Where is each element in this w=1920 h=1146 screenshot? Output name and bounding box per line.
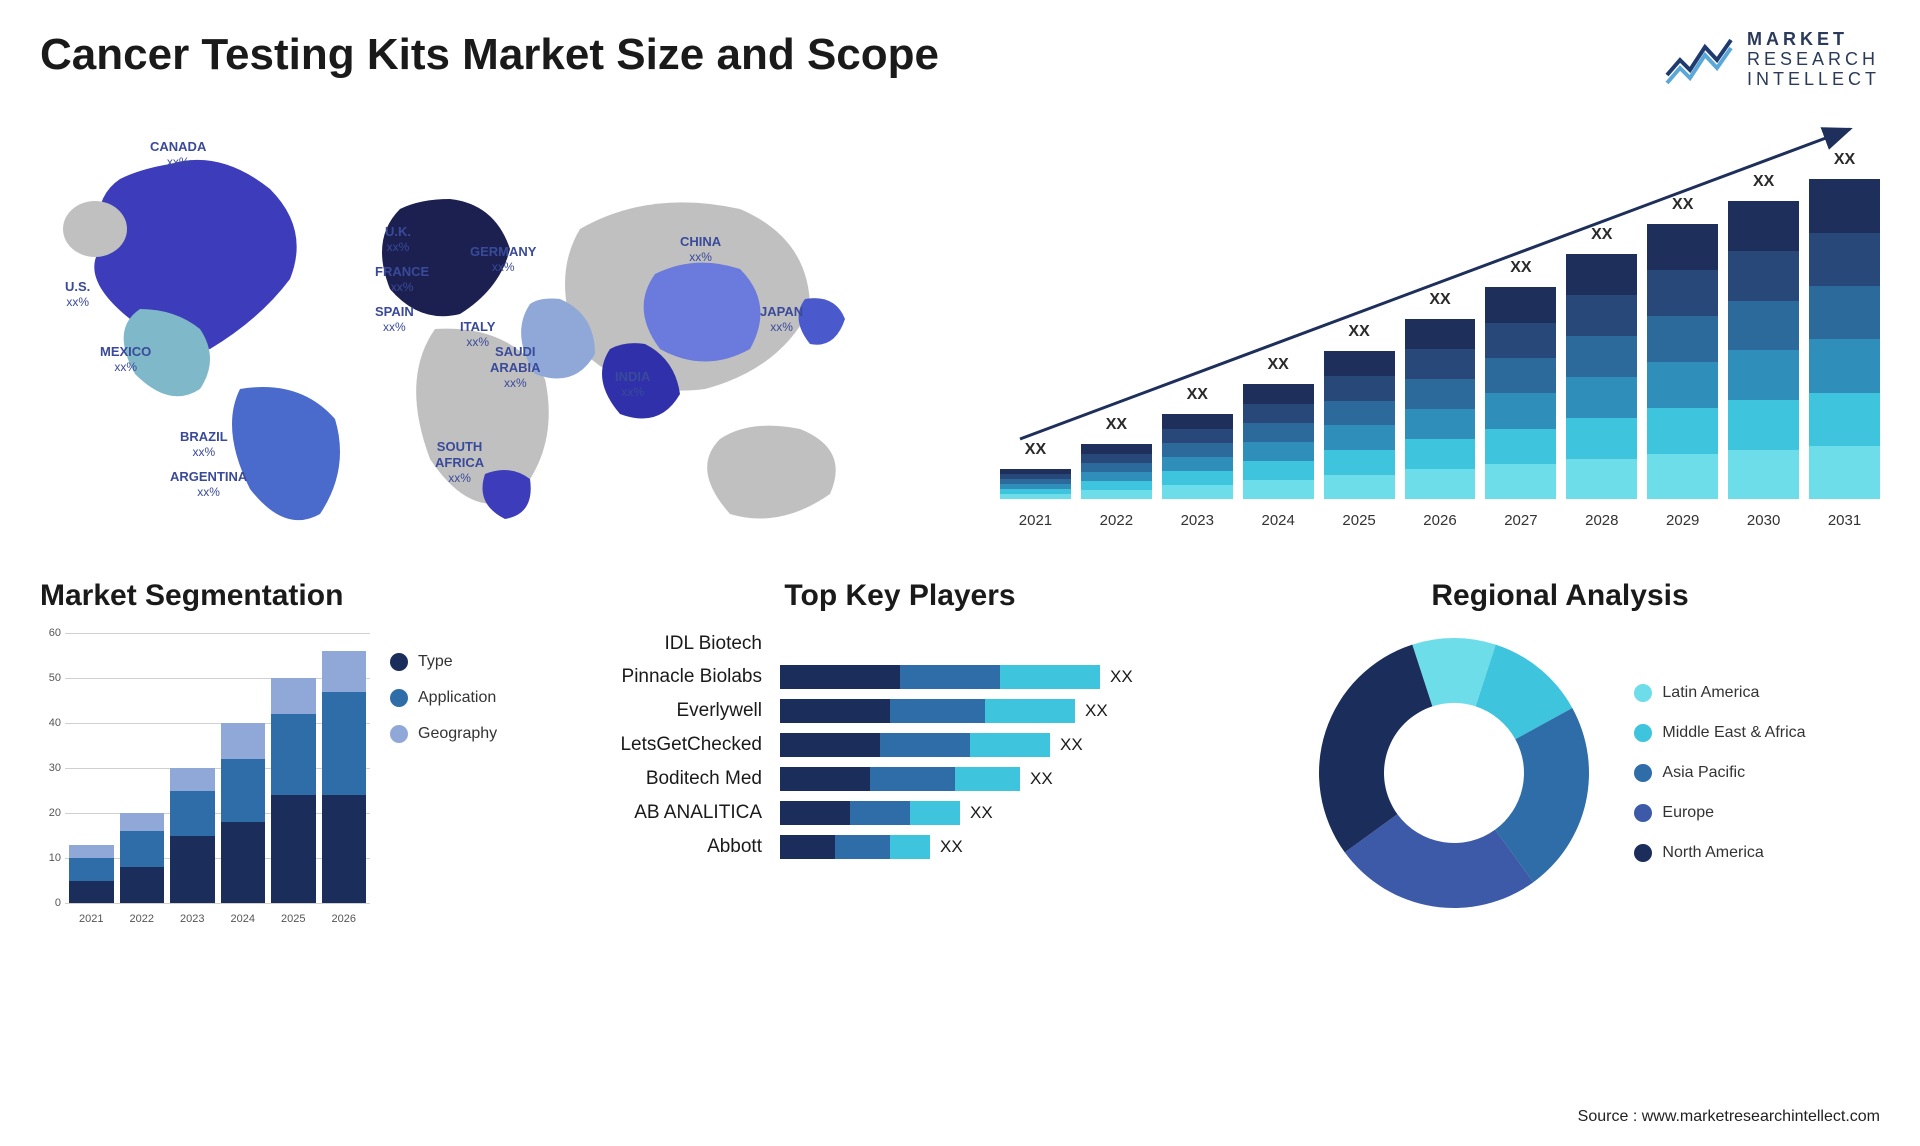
legend-item: Type [390,653,497,671]
forecast-year: 2031 [1809,512,1880,529]
player-row: AbbottXX [590,835,1210,859]
segmentation-bar [271,678,316,903]
forecast-year: 2021 [1000,512,1071,529]
forecast-chart: XXXXXXXXXXXXXXXXXXXXXX 20212022202320242… [980,119,1880,539]
segmentation-bar [170,768,215,903]
forecast-year: 2023 [1162,512,1233,529]
forecast-bar: XX [1324,351,1395,499]
map-label: GERMANYxx% [470,244,536,274]
legend-item: North America [1634,844,1805,862]
player-row: EverlywellXX [590,699,1210,723]
segmentation-chart: 0102030405060 202120222023202420252026 [40,633,370,933]
map-label: BRAZILxx% [180,429,228,459]
map-label: ARGENTINAxx% [170,469,247,499]
forecast-year: 2028 [1566,512,1637,529]
forecast-year: 2030 [1728,512,1799,529]
legend-item: Europe [1634,804,1805,822]
regional-title: Regional Analysis [1431,579,1688,613]
forecast-bar: XX [1243,384,1314,499]
map-label: SPAINxx% [375,304,414,334]
segmentation-section: Market Segmentation 0102030405060 202120… [40,579,560,933]
forecast-year: 2029 [1647,512,1718,529]
map-label: FRANCExx% [375,264,429,294]
map-label: U.S.xx% [65,279,90,309]
forecast-year: 2027 [1485,512,1556,529]
donut-slice [1319,645,1432,853]
map-label: CANADAxx% [150,139,206,169]
player-row: IDL Biotech [590,633,1210,655]
forecast-bars: XXXXXXXXXXXXXXXXXXXXXX [1000,139,1880,499]
regional-section: Regional Analysis Latin America Middle Ea… [1240,579,1880,933]
legend-item: Geography [390,725,497,743]
key-players-list: IDL Biotech Pinnacle BiolabsXX EverlywellX… [590,633,1210,859]
forecast-bar: XX [1000,469,1071,499]
forecast-bar: XX [1566,254,1637,499]
player-row: Pinnacle BiolabsXX [590,665,1210,689]
map-label: JAPANxx% [760,304,803,334]
segmentation-title: Market Segmentation [40,579,560,613]
forecast-bar: XX [1728,201,1799,499]
forecast-bar: XX [1162,414,1233,499]
segmentation-bar [221,723,266,903]
map-label: INDIAxx% [615,369,650,399]
segmentation-legend: Type Application Geography [390,633,497,933]
forecast-year-axis: 2021 2022 2023 2024 2025 2026 2027 2028 2029 2030… [1000,512,1880,529]
logo-line3: INTELLECT [1747,70,1880,90]
segmentation-bar [322,651,367,903]
segmentation-bar [120,813,165,903]
key-players-title: Top Key Players [590,579,1210,613]
regional-legend: Latin America Middle East & Africa Asia Pa… [1634,684,1805,862]
forecast-bar: XX [1647,224,1718,499]
forecast-year: 2026 [1405,512,1476,529]
logo-line1: MARKET [1747,30,1880,50]
segmentation-bar [69,845,114,904]
forecast-year: 2024 [1243,512,1314,529]
forecast-bar: XX [1809,179,1880,499]
legend-item: Latin America [1634,684,1805,702]
map-label: SOUTHAFRICAxx% [435,439,484,485]
map-label: U.K.xx% [385,224,411,254]
source-text: Source : www.marketresearchintellect.com [1578,1108,1880,1126]
forecast-bar: XX [1081,444,1152,499]
forecast-year: 2022 [1081,512,1152,529]
player-row: AB ANALITICAXX [590,801,1210,825]
brand-logo: MARKET RESEARCH INTELLECT [1665,30,1880,89]
forecast-bar: XX [1405,319,1476,499]
regional-donut [1314,633,1594,913]
player-row: Boditech MedXX [590,767,1210,791]
key-players-section: Top Key Players IDL Biotech Pinnacle Biol… [590,579,1210,933]
page-title: Cancer Testing Kits Market Size and Scop… [40,30,939,80]
logo-line2: RESEARCH [1747,50,1880,70]
forecast-bar: XX [1485,287,1556,499]
map-label: MEXICOxx% [100,344,151,374]
map-label: CHINAxx% [680,234,721,264]
player-row: LetsGetCheckedXX [590,733,1210,757]
legend-item: Asia Pacific [1634,764,1805,782]
world-map: CANADAxx% U.S.xx% MEXICOxx% BRAZILxx% ARGENT… [40,119,940,539]
legend-item: Middle East & Africa [1634,724,1805,742]
map-label: SAUDIARABIAxx% [490,344,541,390]
legend-item: Application [390,689,497,707]
forecast-year: 2025 [1324,512,1395,529]
